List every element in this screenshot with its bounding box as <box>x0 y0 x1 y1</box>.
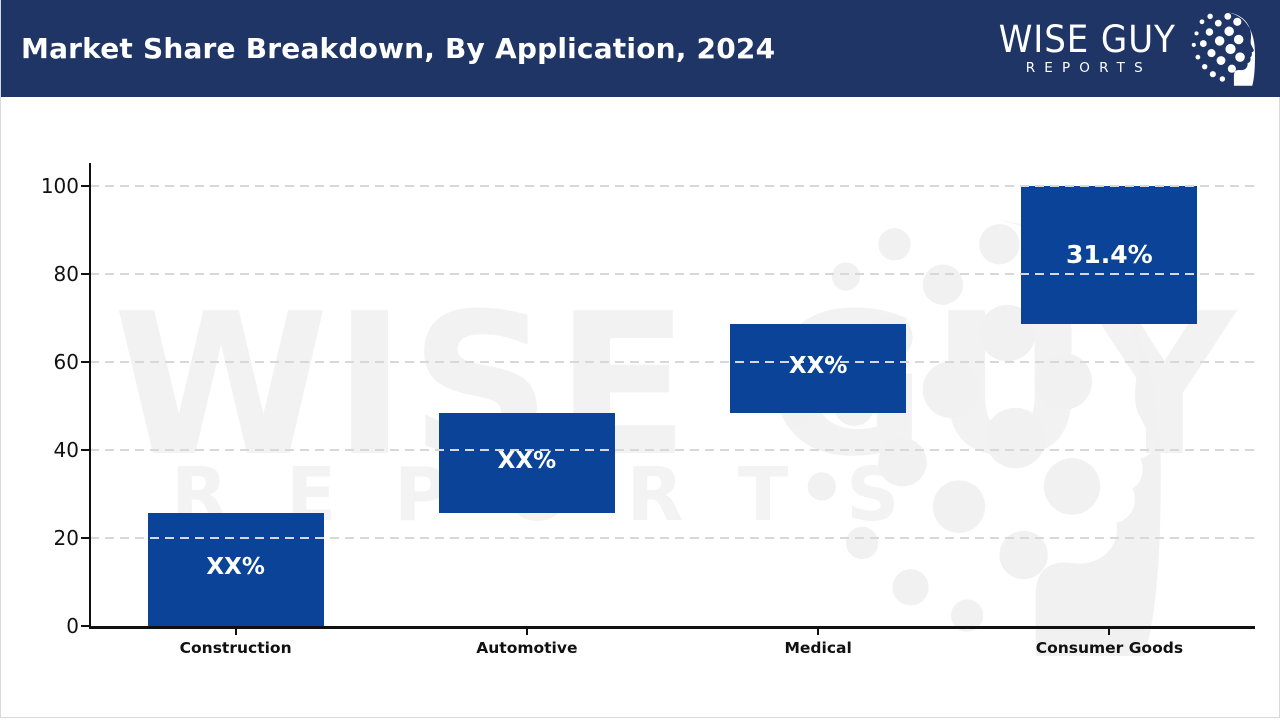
bar-medical <box>730 324 907 413</box>
category-label-medical: Medical <box>784 639 852 657</box>
wiseguy-logo-text: WISE GUY REPORTS <box>991 21 1183 76</box>
y-tick-mark <box>81 449 90 451</box>
y-tick-mark <box>81 537 90 539</box>
y-tick-label: 40 <box>53 438 79 462</box>
y-tick-label: 0 <box>66 614 79 638</box>
wiseguy-head-icon <box>1191 11 1255 86</box>
y-tick-mark <box>81 625 90 627</box>
y-tick-mark <box>81 361 90 363</box>
x-tick-mark <box>817 628 820 635</box>
wiseguy-logo: WISE GUY REPORTS <box>991 8 1255 90</box>
y-axis-line <box>89 163 91 628</box>
y-tick-label: 80 <box>53 262 79 286</box>
y-tick-mark <box>81 273 90 275</box>
gridline-40 <box>90 449 1255 451</box>
bar-automotive <box>438 412 615 513</box>
gridline-60 <box>90 361 1255 363</box>
category-label-construction: Construction <box>179 639 292 657</box>
bar-value-label-construction: XX% <box>206 554 265 581</box>
gridline-80 <box>90 273 1255 275</box>
y-tick-label: 60 <box>53 350 79 374</box>
header: Market Share Breakdown, By Application, … <box>1 0 1280 97</box>
gridline-20 <box>90 537 1255 539</box>
x-tick-mark <box>1108 628 1111 635</box>
logo-reports-label: REPORTS <box>1025 60 1152 77</box>
y-tick-mark <box>81 185 90 187</box>
bar-value-label-medical: XX% <box>788 353 848 380</box>
y-tick-label: 100 <box>40 174 79 198</box>
y-tick-label: 20 <box>53 526 79 550</box>
page-title: Market Share Breakdown, By Application, … <box>21 32 776 65</box>
bar-value-label-automotive: XX% <box>497 447 557 474</box>
category-label-automotive: Automotive <box>476 639 578 657</box>
x-axis-line <box>89 626 1255 629</box>
bar-consumer-goods <box>1021 186 1198 325</box>
x-tick-mark <box>525 628 528 635</box>
logo-wiseguy-label: WISE GUY <box>998 18 1176 62</box>
gridline-100 <box>90 185 1255 187</box>
bar-construction <box>147 512 324 626</box>
category-label-consumer-goods: Consumer Goods <box>1035 639 1184 657</box>
bar-value-label-consumer-goods: 31.4% <box>1066 240 1153 270</box>
x-tick-mark <box>234 628 237 635</box>
